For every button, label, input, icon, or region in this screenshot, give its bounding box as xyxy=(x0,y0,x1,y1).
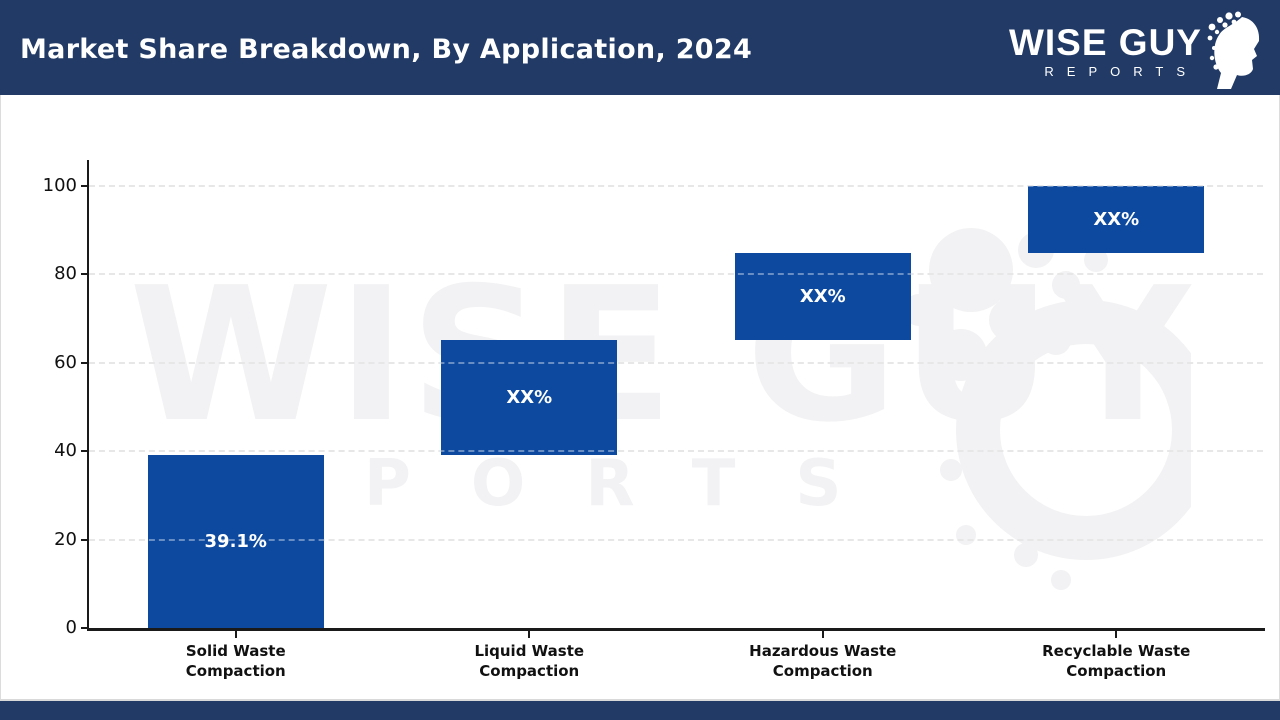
watermark-face-icon xyxy=(903,228,1191,590)
gridline-overlay xyxy=(89,273,1263,276)
gridline xyxy=(89,273,1263,276)
y-axis-line xyxy=(87,160,89,630)
category-label-line2: Compaction xyxy=(185,662,286,680)
gridline-overlay xyxy=(89,361,1263,364)
category-label-line2: Compaction xyxy=(772,662,873,680)
category-label-line2: Compaction xyxy=(1066,662,1167,680)
y-tick-label: 60 xyxy=(54,351,77,373)
y-tick-mark xyxy=(81,450,89,453)
x-axis-line xyxy=(87,628,1265,631)
y-tick-mark xyxy=(81,361,89,364)
bar-value-label: XX% xyxy=(799,285,846,307)
x-tick-mark xyxy=(234,631,237,638)
y-tick-mark xyxy=(81,627,89,629)
plot-layer: 0 20 40 60 80 100 39.1% Solid Waste Compaction XX… xyxy=(1,95,1279,699)
category-label-line2: Compaction xyxy=(479,662,580,680)
gridline-overlay xyxy=(89,450,1263,453)
bar-segment: XX% xyxy=(1028,186,1205,254)
bar-segment: 39.1% xyxy=(147,455,324,628)
category-label: Liquid Waste Compaction xyxy=(409,641,649,681)
gridline xyxy=(89,538,1263,541)
y-tick-label: 80 xyxy=(54,263,77,285)
category-label: Solid Waste Compaction xyxy=(116,641,356,681)
gridline-overlay xyxy=(89,185,1263,187)
bar-value-label: 39.1% xyxy=(204,531,267,553)
y-tick-mark xyxy=(81,538,89,541)
gridline xyxy=(89,450,1263,453)
category-label: Recyclable Waste Compaction xyxy=(996,641,1236,681)
bar-value-label: XX% xyxy=(1093,209,1140,231)
y-tick-label: 100 xyxy=(42,175,77,196)
y-tick-mark xyxy=(81,273,89,276)
y-tick-label: 40 xyxy=(54,440,77,462)
footer-bar xyxy=(0,701,1280,720)
gridline-overlay xyxy=(89,538,1263,541)
category-label-line1: Solid Waste xyxy=(185,642,286,660)
bar-value-label: XX% xyxy=(506,386,553,408)
category-label-line1: Recyclable Waste xyxy=(1042,642,1191,660)
gridline xyxy=(89,361,1263,364)
bar-segment: XX% xyxy=(441,339,618,456)
bar-segment: XX% xyxy=(734,253,911,340)
category-label-line1: Hazardous Waste xyxy=(749,642,897,660)
y-tick-label: 20 xyxy=(54,528,77,550)
x-tick-mark xyxy=(1115,631,1118,638)
y-tick-mark xyxy=(81,185,89,187)
dotted-face-icon xyxy=(1207,11,1260,89)
brand-name: WISE GUY xyxy=(1008,22,1202,63)
gridline xyxy=(89,185,1263,187)
brand-logo: WISE GUY REPORTS xyxy=(1009,8,1268,89)
header-bar: Market Share Breakdown, By Application, … xyxy=(0,0,1280,95)
chart-area: WISE GUY REPORTS 0 20 40 60 80 100 39.1% Solid … xyxy=(0,95,1280,701)
y-tick-label: 0 xyxy=(65,617,77,638)
page-title: Market Share Breakdown, By Application, … xyxy=(20,34,753,65)
x-tick-mark xyxy=(528,631,531,638)
brand-sub: REPORTS xyxy=(1044,64,1198,79)
x-tick-mark xyxy=(821,631,824,638)
category-label-line1: Liquid Waste xyxy=(474,642,585,660)
category-label: Hazardous Waste Compaction xyxy=(703,641,943,681)
